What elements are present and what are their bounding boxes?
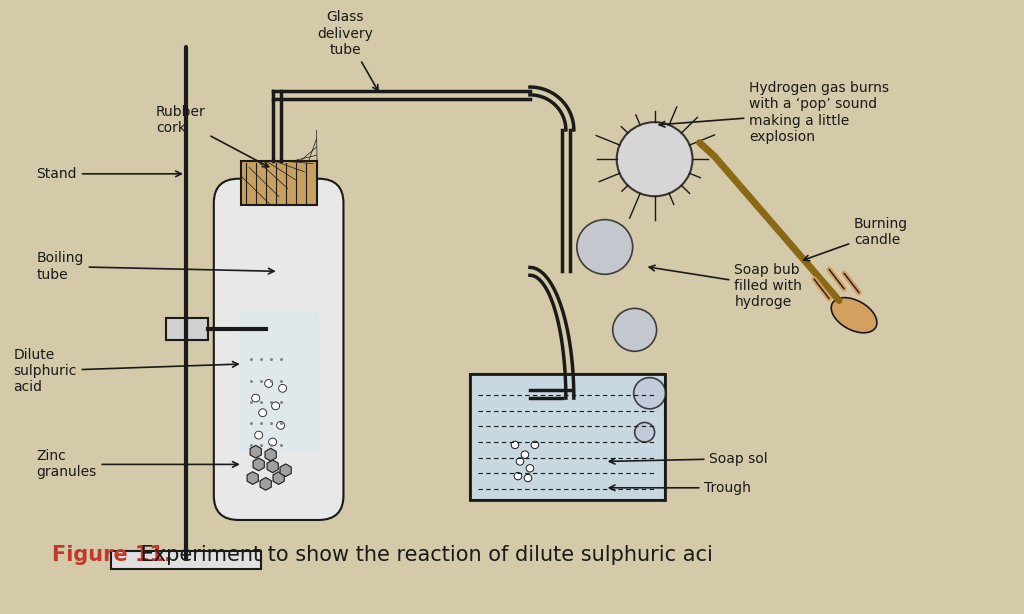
Circle shape [616,122,692,196]
Circle shape [259,409,266,417]
Text: Figure 11.: Figure 11. [52,545,172,565]
Circle shape [524,475,531,482]
Circle shape [635,422,654,442]
FancyBboxPatch shape [256,316,273,341]
Circle shape [526,465,534,472]
Circle shape [612,308,656,351]
Text: Glass
delivery
tube: Glass delivery tube [317,10,378,91]
FancyBboxPatch shape [238,310,319,452]
Text: Dilute
sulphuric
acid: Dilute sulphuric acid [13,348,239,394]
FancyBboxPatch shape [241,161,316,205]
Text: Zinc
granules: Zinc granules [36,449,239,480]
Circle shape [268,438,276,446]
Circle shape [521,451,528,459]
FancyBboxPatch shape [470,374,665,500]
FancyBboxPatch shape [166,318,208,340]
Circle shape [511,441,519,449]
Text: Soap sol: Soap sol [609,451,768,465]
Circle shape [271,402,280,410]
Circle shape [514,472,522,480]
Ellipse shape [831,298,877,333]
Circle shape [279,384,287,392]
FancyBboxPatch shape [214,179,343,520]
Text: Trough: Trough [609,481,752,495]
Circle shape [264,379,272,387]
Text: Rubber
cork: Rubber cork [156,105,268,167]
Circle shape [634,378,666,409]
Circle shape [577,220,633,274]
Circle shape [531,441,539,449]
Circle shape [516,458,523,465]
Text: Hydrogen gas burns
with a ‘pop’ sound
making a little
explosion: Hydrogen gas burns with a ‘pop’ sound ma… [659,81,890,144]
Text: Boiling
tube: Boiling tube [36,251,274,282]
Text: Burning
candle: Burning candle [804,217,908,261]
Circle shape [252,394,260,402]
Text: Stand: Stand [36,167,181,181]
Text: Soap bub
filled with
hydroge: Soap bub filled with hydroge [649,263,802,309]
Text: Experiment to show the reaction of dilute sulphuric aci: Experiment to show the reaction of dilut… [134,545,713,565]
Circle shape [255,431,263,439]
FancyBboxPatch shape [111,551,261,569]
Circle shape [276,421,285,429]
